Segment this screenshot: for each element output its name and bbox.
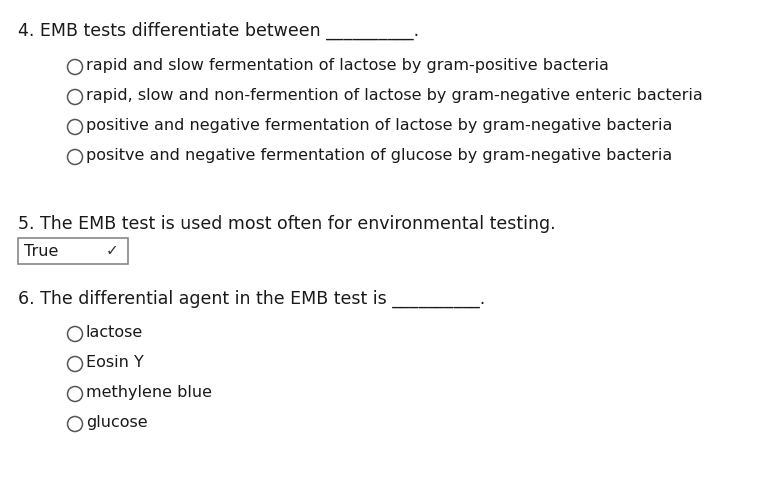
Text: 4. EMB tests differentiate between __________.: 4. EMB tests differentiate between _____…: [18, 22, 419, 40]
Text: glucose: glucose: [86, 415, 148, 430]
Text: 6. The differential agent in the EMB test is __________.: 6. The differential agent in the EMB tes…: [18, 290, 485, 308]
Text: positive and negative fermentation of lactose by gram-negative bacteria: positive and negative fermentation of la…: [86, 118, 672, 133]
Text: 5. The EMB test is used most often for environmental testing.: 5. The EMB test is used most often for e…: [18, 215, 555, 233]
Text: lactose: lactose: [86, 325, 143, 340]
Text: True: True: [24, 243, 58, 259]
Text: Eosin Y: Eosin Y: [86, 355, 144, 370]
Text: rapid, slow and non-fermention of lactose by gram-negative enteric bacteria: rapid, slow and non-fermention of lactos…: [86, 88, 703, 103]
Text: rapid and slow fermentation of lactose by gram-positive bacteria: rapid and slow fermentation of lactose b…: [86, 58, 609, 73]
Text: methylene blue: methylene blue: [86, 385, 212, 400]
Text: ✓: ✓: [106, 243, 118, 259]
Text: positve and negative fermentation of glucose by gram-negative bacteria: positve and negative fermentation of glu…: [86, 148, 672, 163]
FancyBboxPatch shape: [18, 238, 128, 264]
